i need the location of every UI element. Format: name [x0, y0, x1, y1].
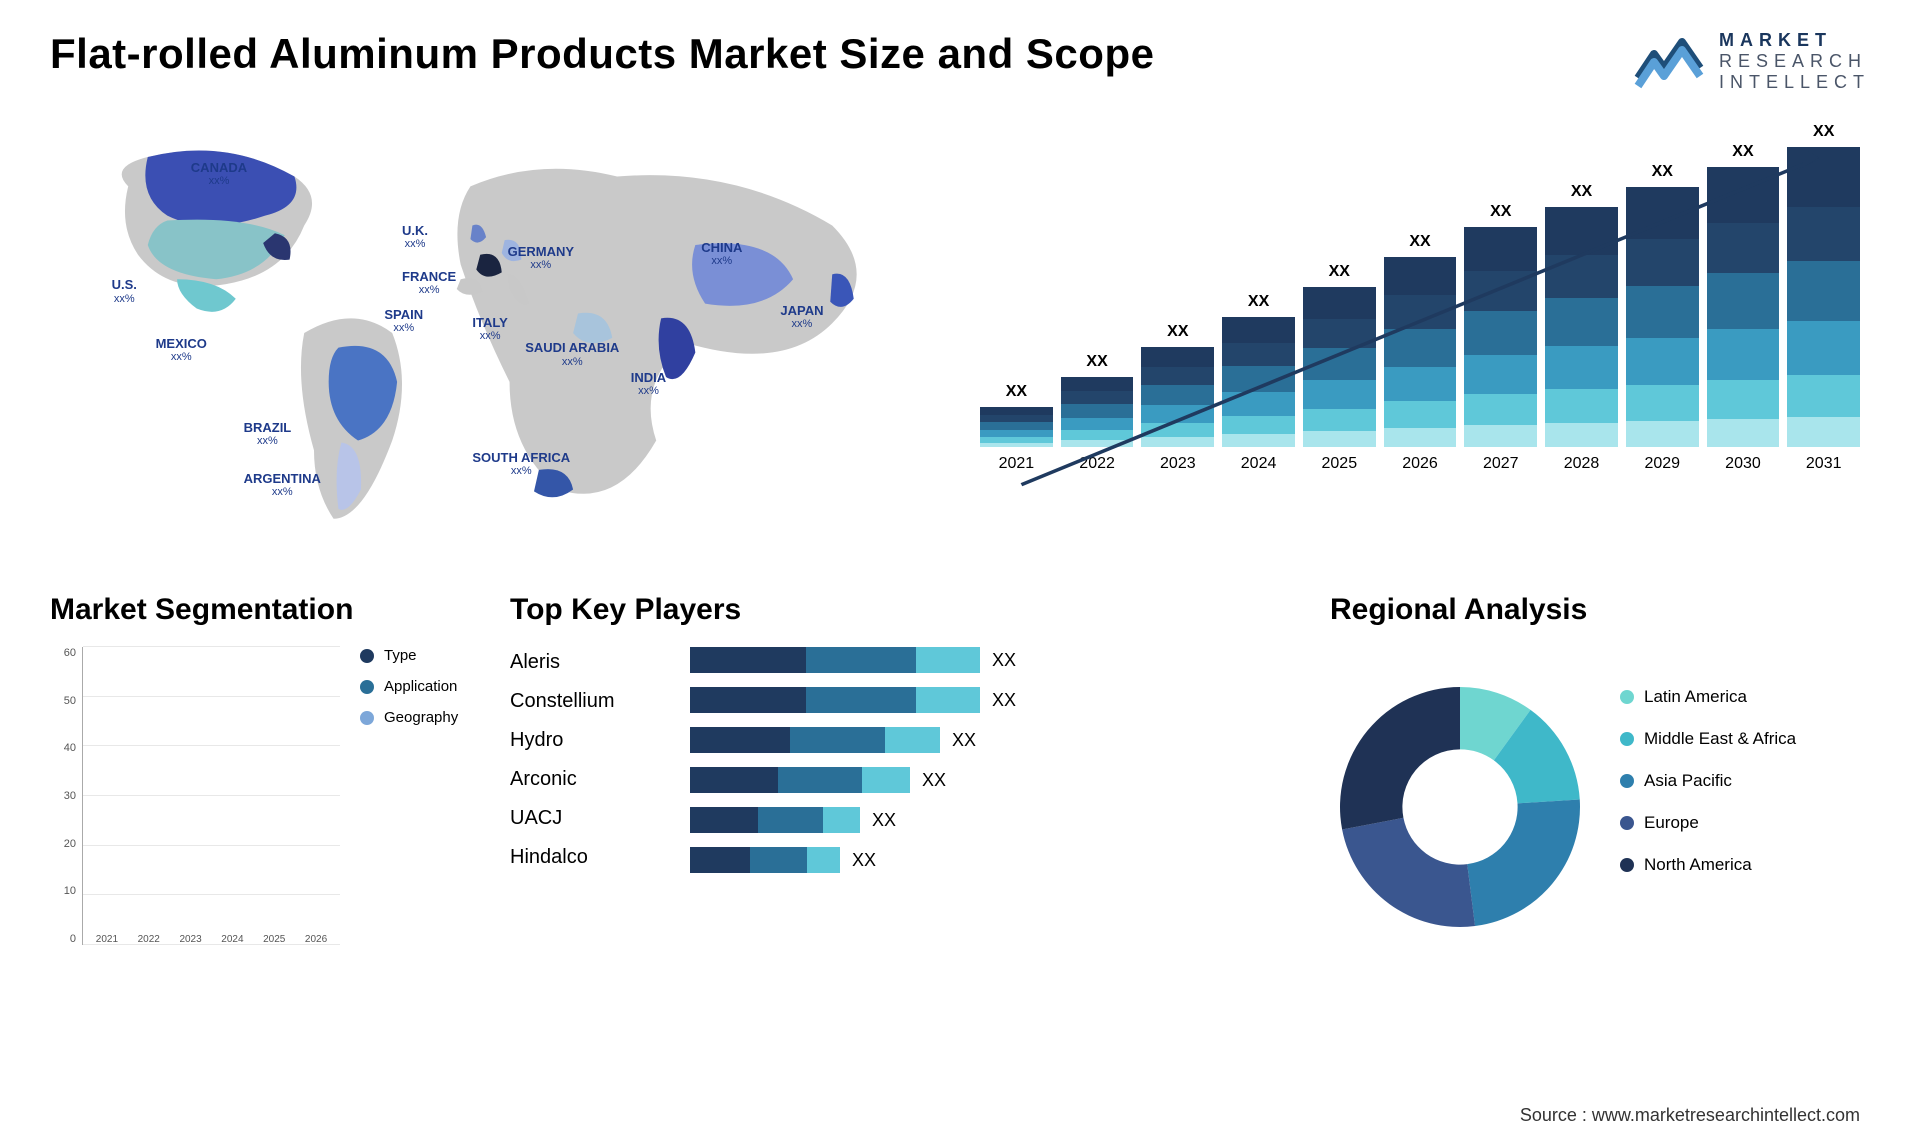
seg-bar-2023: 2023 [173, 930, 209, 945]
map-label-south-africa: SOUTH AFRICAxx% [472, 451, 570, 477]
map-label-china: CHINAxx% [701, 241, 742, 267]
source-text: Source : www.marketresearchintellect.com [1520, 1105, 1860, 1126]
map-label-japan: JAPANxx% [780, 304, 823, 330]
donut-seg-north-america [1340, 687, 1460, 829]
segmentation-title: Market Segmentation [50, 593, 470, 627]
map-label-u-s-: U.S.xx% [112, 278, 137, 304]
forecast-bar-2025: XX2025 [1303, 263, 1376, 473]
brand-logo: MARKET RESEARCH INTELLECT [1634, 30, 1870, 93]
regional-legend: Latin America Middle East & Africa Asia Pa… [1620, 677, 1796, 875]
region-legend-north-america: North America [1620, 855, 1796, 875]
forecast-bar-2021: XX2021 [980, 383, 1053, 473]
region-legend-asia-pacific: Asia Pacific [1620, 771, 1796, 791]
forecast-bar-2028: XX2028 [1545, 183, 1618, 473]
seg-bar-2022: 2022 [131, 930, 167, 945]
forecast-bar-2026: XX2026 [1384, 233, 1457, 473]
segmentation-chart: 0102030405060 202120222023202420252026 [50, 647, 340, 973]
forecast-bar-2023: XX2023 [1141, 323, 1214, 473]
header: Flat-rolled Aluminum Products Market Siz… [50, 30, 1870, 93]
player-name-hindalco: Hindalco [510, 846, 670, 869]
map-label-india: INDIAxx% [631, 371, 666, 397]
seg-bar-2021: 2021 [89, 930, 125, 945]
player-name-aleris: Aleris [510, 651, 670, 674]
forecast-chart: XX2021XX2022XX2023XX2024XX2025XX2026XX20… [970, 123, 1870, 543]
player-bar-hindalco: XX [690, 847, 1290, 873]
map-label-mexico: MEXICOxx% [156, 337, 207, 363]
forecast-bar-2030: XX2030 [1707, 143, 1780, 473]
map-label-saudi-arabia: SAUDI ARABIAxx% [525, 341, 619, 367]
forecast-bar-2029: XX2029 [1626, 163, 1699, 473]
segmentation-legend: Type Application Geography [340, 647, 470, 973]
seg-bar-2025: 2025 [256, 930, 292, 945]
map-label-argentina: ARGENTINAxx% [244, 472, 321, 498]
players-title: Top Key Players [510, 593, 1290, 627]
map-label-brazil: BRAZILxx% [244, 421, 292, 447]
logo-mark-icon [1634, 34, 1704, 90]
forecast-bar-2031: XX2031 [1787, 123, 1860, 473]
map-label-france: FRANCExx% [402, 270, 456, 296]
map-label-canada: CANADAxx% [191, 161, 247, 187]
map-label-spain: SPAINxx% [384, 308, 423, 334]
forecast-bar-2022: XX2022 [1061, 353, 1134, 473]
region-legend-europe: Europe [1620, 813, 1796, 833]
player-bar-aleris: XX [690, 647, 1290, 673]
logo-text-1: MARKET [1719, 30, 1870, 51]
donut-seg-europe [1342, 818, 1475, 927]
seg-bar-2024: 2024 [214, 930, 250, 945]
player-bar-arconic: XX [690, 767, 1290, 793]
regional-donut [1330, 677, 1590, 937]
map-label-germany: GERMANYxx% [508, 245, 574, 271]
page-title: Flat-rolled Aluminum Products Market Siz… [50, 30, 1154, 78]
player-name-uacj: UACJ [510, 807, 670, 830]
players-chart: Aleris Constellium Hydro Arconic UACJ Hindalc… [510, 647, 1290, 973]
forecast-bar-2027: XX2027 [1464, 203, 1537, 473]
logo-text-2: RESEARCH [1719, 51, 1870, 72]
regional-title: Regional Analysis [1330, 593, 1587, 627]
world-map: CANADAxx% U.S.xx% MEXICOxx% BRAZILxx% ARGENT… [50, 123, 930, 543]
seg-legend-geography: Geography [360, 709, 470, 726]
region-legend-middle-east-africa: Middle East & Africa [1620, 729, 1796, 749]
donut-seg-asia-pacific [1467, 799, 1580, 926]
map-label-u-k-: U.K.xx% [402, 224, 428, 250]
logo-text-3: INTELLECT [1719, 72, 1870, 93]
seg-legend-application: Application [360, 678, 470, 695]
seg-bar-2026: 2026 [298, 930, 334, 945]
forecast-bar-2024: XX2024 [1222, 293, 1295, 473]
map-label-italy: ITALYxx% [472, 316, 507, 342]
player-bar-uacj: XX [690, 807, 1290, 833]
seg-legend-type: Type [360, 647, 470, 664]
player-name-constellium: Constellium [510, 690, 670, 713]
player-bar-hydro: XX [690, 727, 1290, 753]
player-bar-constellium: XX [690, 687, 1290, 713]
region-legend-latin-america: Latin America [1620, 687, 1796, 707]
player-name-hydro: Hydro [510, 729, 670, 752]
player-name-arconic: Arconic [510, 768, 670, 791]
